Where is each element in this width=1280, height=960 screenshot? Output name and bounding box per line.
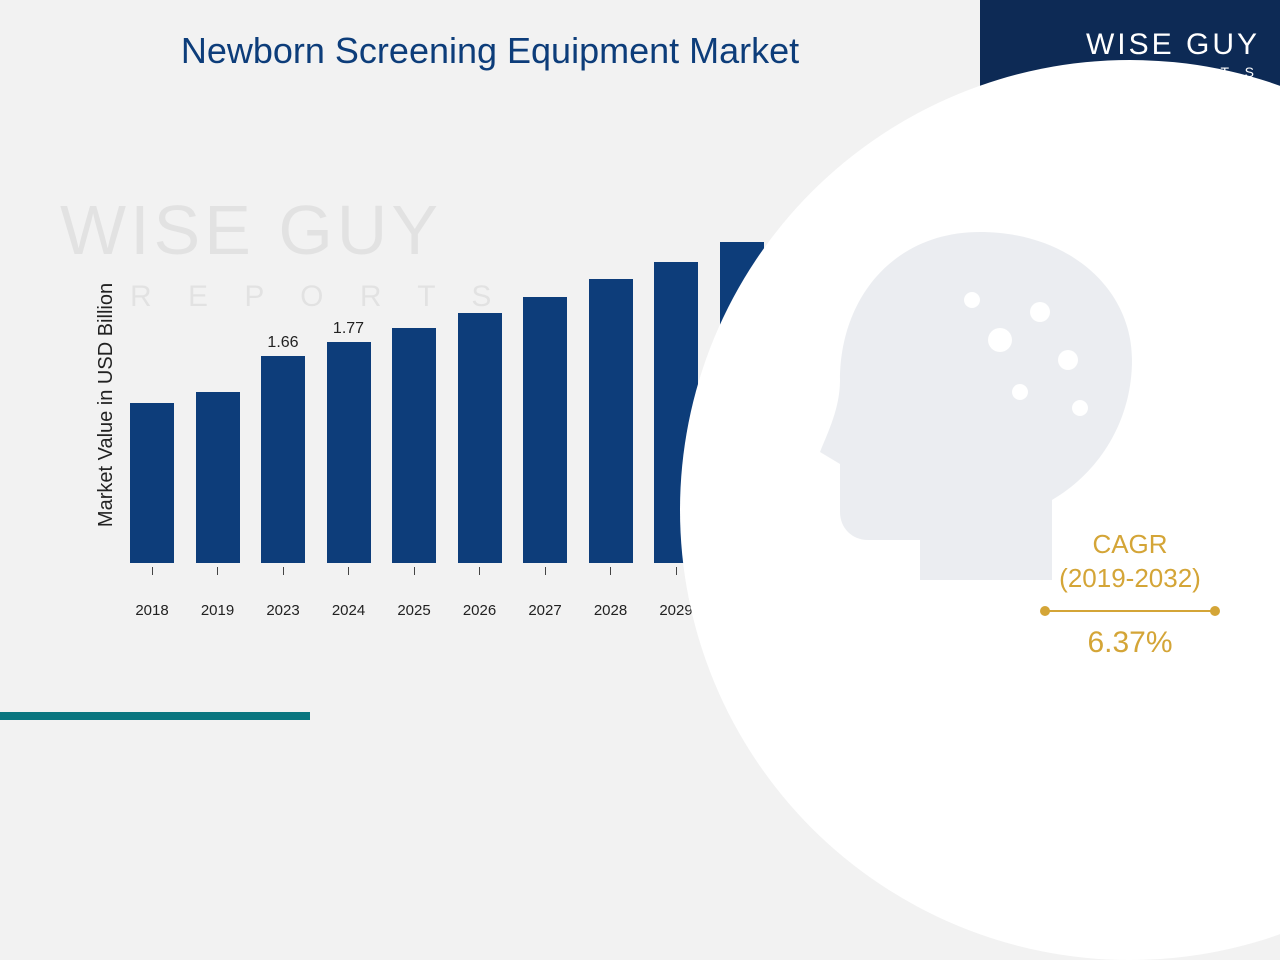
brand-logo: WISE GUY R E P O R T S (1086, 28, 1260, 80)
bar-wrap (458, 313, 502, 575)
bar-wrap (392, 328, 436, 575)
bar (327, 342, 371, 563)
x-tick-label: 2027 (523, 602, 567, 619)
bar (392, 328, 436, 563)
x-tick-label: 2019 (196, 602, 240, 619)
x-tick-label: 2026 (458, 602, 502, 619)
bar (589, 279, 633, 563)
y-axis-label: Market Value in USD Billion (95, 205, 118, 605)
bar-tick (414, 567, 415, 575)
cagr-divider (1045, 610, 1215, 612)
bar-tick (545, 567, 546, 575)
bar-tick (283, 567, 284, 575)
x-tick-label: 2024 (327, 602, 371, 619)
brand-subtitle: R E P O R T S (1086, 64, 1260, 80)
bar-tick (479, 567, 480, 575)
x-tick-label: 2023 (261, 602, 305, 619)
x-tick-label: 2025 (392, 602, 436, 619)
bar-wrap (196, 392, 240, 575)
x-tick-label: 2018 (130, 602, 174, 619)
bar (261, 356, 305, 564)
bar-wrap (523, 297, 567, 575)
side-panel: WISE GUY R E P O R T S CAGR (2019-2032) … (980, 0, 1280, 720)
bar-wrap (130, 403, 174, 575)
bar-wrap (589, 279, 633, 575)
bar-tick (152, 567, 153, 575)
bar-value-label: 1.66 (267, 334, 298, 352)
bar-wrap: 1.77 (327, 342, 371, 575)
bar (458, 313, 502, 563)
bar-tick (676, 567, 677, 575)
x-tick-label: 2028 (589, 602, 633, 619)
chart-title: Newborn Screening Equipment Market (0, 30, 980, 72)
footer-accent-bar (0, 712, 310, 720)
bar (523, 297, 567, 563)
bar (196, 392, 240, 563)
head-watermark-icon (780, 200, 1180, 600)
cagr-value: 6.37% (980, 626, 1280, 660)
bar-tick (348, 567, 349, 575)
bar-tick (610, 567, 611, 575)
bar-wrap: 1.66 (261, 356, 305, 576)
bar-value-label: 1.77 (333, 320, 364, 338)
bar-tick (217, 567, 218, 575)
bar (130, 403, 174, 563)
brand-name: WISE GUY (1086, 28, 1260, 62)
